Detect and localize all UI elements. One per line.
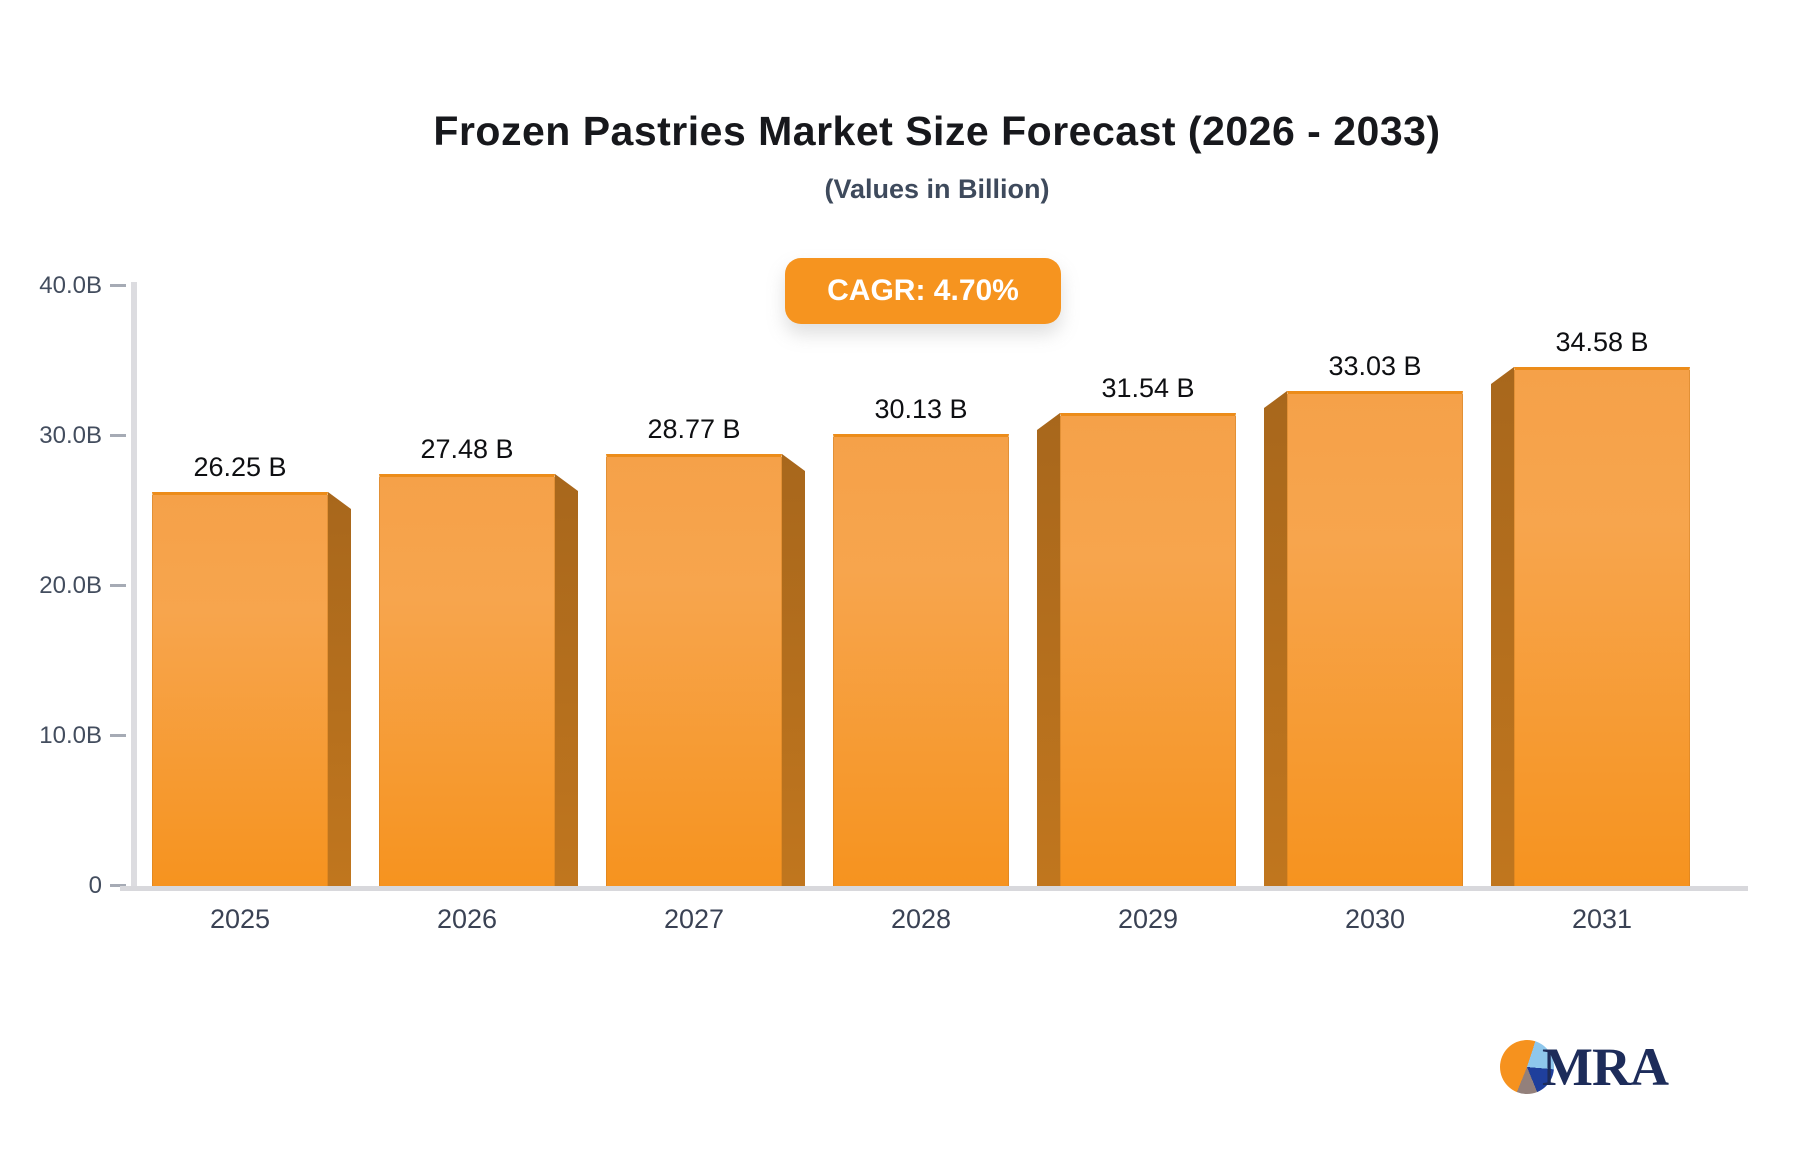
x-axis-category-label: 2026 [436, 904, 498, 934]
bar-2026 [379, 474, 555, 886]
bar-value-label: 28.77 B [647, 414, 741, 444]
y-axis-tick-mark [110, 884, 126, 887]
x-axis-category-label: 2028 [890, 904, 952, 934]
x-axis-category-label: 2027 [663, 904, 725, 934]
y-axis-tick-label: 30.0B [39, 422, 102, 449]
bar-side-face [555, 474, 578, 886]
y-axis-tick-mark [110, 434, 126, 437]
y-axis-tick-mark [110, 284, 126, 287]
pie-chart-logo-icon [1500, 1040, 1554, 1094]
y-axis-tick-label: 10.0B [39, 722, 102, 749]
y-axis-tick-mark [110, 734, 126, 737]
bar-side-face [782, 454, 805, 886]
chart-subtitle: (Values in Billion) [824, 174, 1050, 204]
bar-2029 [1060, 413, 1236, 886]
bar-value-label: 33.03 B [1328, 351, 1422, 381]
chart-title: Frozen Pastries Market Size Forecast (20… [433, 108, 1441, 154]
x-axis-category-label: 2031 [1571, 904, 1633, 934]
bar-value-label: 34.58 B [1555, 327, 1649, 357]
bar-value-label: 27.48 B [420, 434, 514, 464]
bar-2027 [606, 454, 782, 886]
x-axis-category-label: 2029 [1117, 904, 1179, 934]
bar-value-label: 31.54 B [1101, 373, 1195, 403]
y-axis-line [131, 282, 137, 890]
cagr-badge: CAGR: 4.70% [785, 258, 1061, 324]
bar-side-face [1491, 367, 1514, 886]
bar-side-face [1037, 413, 1060, 886]
x-axis-category-label: 2025 [209, 904, 271, 934]
mra-logo-text: MRA [1542, 1037, 1669, 1097]
bar-value-label: 30.13 B [874, 394, 968, 424]
y-axis-tick-mark [110, 584, 126, 587]
bar-side-face [328, 492, 351, 886]
bar-2031 [1514, 367, 1690, 886]
bar-value-label: 26.25 B [193, 452, 287, 482]
x-axis-baseline [120, 886, 1748, 891]
x-axis-category-label: 2030 [1344, 904, 1406, 934]
y-axis-tick-label: 20.0B [39, 572, 102, 599]
bar-2028 [833, 434, 1009, 886]
bar-2025 [152, 492, 328, 886]
bar-side-face [1264, 391, 1287, 886]
mra-logo: MRA [1500, 1036, 1669, 1098]
y-axis-tick-label: 40.0B [39, 272, 102, 299]
bar-2030 [1287, 391, 1463, 886]
y-axis-tick-label: 0 [88, 872, 102, 899]
